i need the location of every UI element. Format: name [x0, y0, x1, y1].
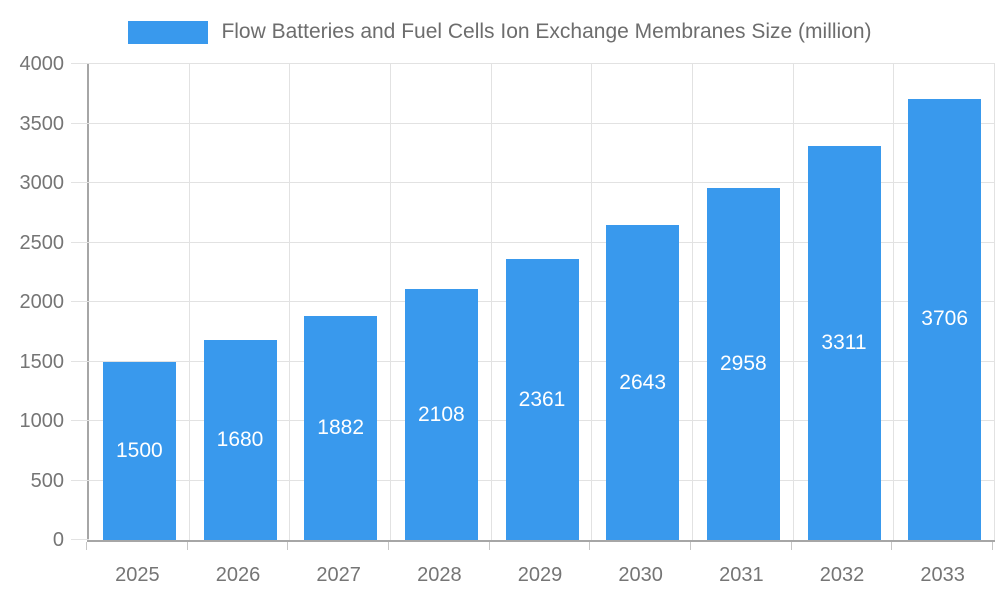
x-axis-tick: [488, 542, 490, 550]
x-gridline: [994, 64, 995, 540]
y-axis-tick-label: 4000: [19, 53, 65, 75]
y-axis-tick-label: 0: [52, 529, 64, 551]
x-axis-tick-label: 2031: [719, 564, 764, 586]
x-axis-tick-label: 2028: [417, 564, 462, 586]
bar-value-label: 1680: [216, 428, 264, 452]
x-gridline: [490, 64, 492, 540]
x-gridline: [591, 64, 593, 540]
y-axis-tick-label: 1000: [19, 410, 65, 432]
bar-value-label: 2361: [518, 387, 566, 411]
y-axis-tick-label: 1500: [19, 350, 65, 373]
x-axis-tick: [690, 542, 691, 550]
x-gridline: [390, 64, 391, 540]
bar-2028: 2108: [404, 289, 478, 540]
y-gridline: [71, 241, 995, 243]
bar-2025: 1500: [102, 361, 176, 540]
x-axis-tick: [891, 542, 893, 550]
x-axis-tick: [186, 542, 188, 550]
bar-2032: 3311: [807, 145, 881, 540]
bar-value-label: 2108: [417, 402, 465, 426]
x-axis-tick: [589, 542, 591, 550]
x-axis-tick: [992, 542, 993, 550]
x-axis-tick-label: 2030: [618, 564, 663, 586]
x-axis-tick: [287, 542, 289, 550]
bar-2026: 1680: [203, 340, 277, 540]
x-gridline: [692, 64, 693, 540]
x-axis-tick-label: 2026: [215, 564, 261, 586]
bar-2033: 3706: [908, 98, 982, 540]
plot-area: 1500 1680 1882 2108 2361 2643 2958 3311 3706: [71, 63, 995, 542]
y-axis-tick: [71, 539, 89, 540]
bar-value-label: 3311: [821, 330, 867, 354]
y-axis-tick-label: 2500: [19, 231, 65, 254]
bar-2029: 2361: [505, 259, 579, 540]
legend-label: Flow Batteries and Fuel Cells Ion Exchan…: [221, 20, 872, 43]
x-axis-tick: [86, 542, 87, 550]
x-gridline: [289, 64, 291, 540]
x-axis-tick: [388, 542, 389, 550]
y-gridline: [71, 182, 995, 183]
x-axis-tick-label: 2025: [115, 564, 160, 586]
bar-2030: 2643: [606, 225, 680, 540]
bar-value-label: 3706: [921, 307, 969, 331]
bar-value-label: 2958: [719, 351, 767, 375]
x-axis-tick-label: 2029: [517, 564, 563, 586]
y-axis-tick-label: 3000: [19, 172, 65, 194]
x-gridline: [792, 64, 794, 540]
y-axis-tick-label: 500: [30, 469, 64, 492]
y-axis-tick-label: 2000: [19, 291, 65, 313]
y-gridline: [71, 122, 995, 124]
y-gridline: [71, 63, 995, 64]
bar-2027: 1882: [304, 316, 378, 540]
x-axis-tick-label: 2032: [819, 564, 865, 586]
legend-swatch-icon: [128, 20, 209, 44]
bar-value-label: 1500: [115, 438, 163, 462]
y-axis-tick-label: 3500: [19, 112, 65, 135]
chart-legend: Flow Batteries and Fuel Cells Ion Exchan…: [0, 18, 1000, 46]
x-gridline: [188, 64, 190, 540]
x-axis-tick-label: 2033: [920, 564, 965, 586]
x-axis-tick: [790, 542, 792, 550]
bar-value-label: 2643: [619, 370, 667, 394]
bar-2031: 2958: [706, 187, 780, 540]
bar-value-label: 1882: [317, 416, 365, 439]
x-axis-tick-label: 2027: [316, 564, 361, 586]
x-gridline: [893, 64, 895, 540]
